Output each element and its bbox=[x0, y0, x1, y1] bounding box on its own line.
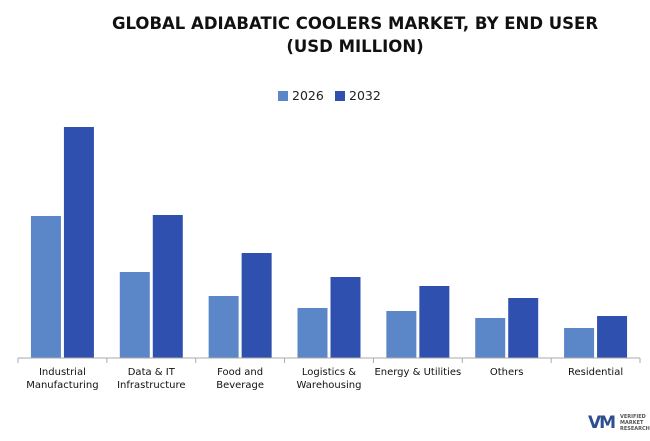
bar bbox=[30, 216, 61, 358]
bar bbox=[564, 328, 595, 358]
x-tick-label: Energy & Utilities bbox=[374, 367, 462, 378]
bar bbox=[508, 298, 539, 358]
chart-title: GLOBAL ADIABATIC COOLERS MARKET, BY END … bbox=[111, 14, 599, 56]
bar bbox=[241, 253, 272, 358]
bar bbox=[208, 296, 239, 358]
bar bbox=[152, 215, 183, 358]
bar bbox=[119, 272, 150, 358]
logo: VM bbox=[588, 413, 616, 433]
x-tick-label: Others bbox=[489, 367, 524, 378]
legend-label: 2032 bbox=[349, 88, 381, 103]
bar bbox=[297, 308, 328, 358]
legend-swatch bbox=[335, 91, 345, 101]
bar bbox=[419, 286, 450, 358]
watermark: VERIFIED MARKET RESEARCH bbox=[620, 414, 650, 432]
x-tick-label: Logistics & Warehousing bbox=[296, 367, 362, 391]
legend-swatch bbox=[278, 91, 288, 101]
legend-label: 2026 bbox=[292, 88, 324, 103]
bar bbox=[63, 127, 94, 358]
x-tick-label: Residential bbox=[568, 367, 624, 378]
x-tick-label: Data & IT Infrastructure bbox=[117, 367, 186, 391]
bar bbox=[475, 318, 506, 358]
x-tick-label: Industrial Manufacturing bbox=[26, 367, 99, 391]
x-tick-label: Food and Beverage bbox=[216, 367, 265, 391]
bar bbox=[330, 277, 361, 358]
bar bbox=[597, 316, 628, 358]
bar bbox=[386, 311, 417, 358]
